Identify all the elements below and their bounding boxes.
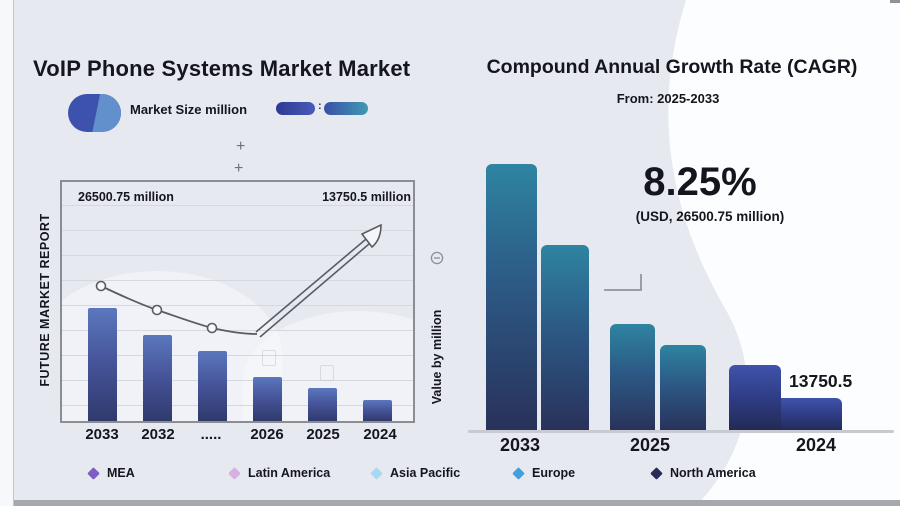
market-size-label: Market Size million [130,102,248,117]
trend-line-arrow [95,223,382,338]
watermark-icon [320,365,334,381]
cagr-title: Compound Annual Growth Rate (CAGR) [486,56,858,78]
ratio-pill-left-icon [276,102,315,115]
legend-item-mea: MEA [87,466,135,480]
legend-item-europe: Europe [512,466,576,480]
watermark-icon [262,350,276,366]
ratio-separator: : [318,100,322,112]
top-right-edge [890,0,900,3]
cagr-x-label-2025: 2025 [629,435,671,455]
cagr-bar-annotation: 13750.5 [789,371,853,391]
left-x-label-2026: 2026 [250,426,284,443]
left-x-label-2033: 2033 [85,426,119,443]
cagr-x-label-2024: 2024 [795,435,837,455]
cagr-value: 8.25% [643,160,757,204]
page-title: VoIP Phone Systems Market Market [33,56,411,81]
market-size-bar-..... [198,351,227,421]
legend-item-latin-america: Latin America [228,466,331,480]
legend-diamond-icon [87,466,100,480]
left-x-label-2025: 2025 [306,426,340,443]
gridline [62,305,413,306]
left-x-label-.....: ..... [200,426,222,443]
legend-label: Asia Pacific [390,466,461,480]
gridline [62,330,413,331]
cagr-bar-2024-secondary [781,398,842,432]
cagr-bar-2033-secondary [541,245,589,432]
left-edge-border [0,0,14,506]
market-size-bar-2025 [308,388,337,421]
gridline [62,355,413,356]
cagr-bar-2024-primary [729,365,781,432]
value-annotation-left: 26500.75 million [78,190,174,204]
brand-logo-accent [92,94,121,132]
market-size-bar-2024 [363,400,392,421]
legend-label: Europe [532,466,576,480]
value-annotation-right: 13750.5 million [322,190,411,204]
gridline [62,405,413,406]
corner-bracket-decoration [604,274,642,291]
value-axis-label: Value by million [430,309,444,405]
gridline [62,380,413,381]
legend-diamond-icon [650,466,663,480]
market-size-bar-2033 [88,308,117,421]
legend-item-north-america: North America [650,466,756,480]
ratio-pill-right-icon [324,102,368,115]
gridline [62,255,413,256]
left-x-label-2024: 2024 [363,426,397,443]
legend-diamond-icon [228,466,241,480]
left-x-label-2032: 2032 [141,426,175,443]
market-size-bar-2032 [143,335,172,421]
plus-mark-icon: + [234,160,244,177]
cagr-bar-2033-primary [486,164,537,432]
legend-diamond-icon [512,466,525,480]
cagr-x-label-2033: 2033 [499,435,541,455]
gridline [62,230,413,231]
minus-icon [430,251,444,265]
cagr-axis-line [468,430,894,433]
legend-diamond-icon [370,466,383,480]
bottom-edge-border [14,500,900,506]
gridline [62,280,413,281]
cagr-subtitle: From: 2025-2033 [616,91,720,106]
market-size-chart-panel: 26500.75 million 13750.5 million [60,180,415,423]
gridline [62,205,413,206]
cagr-basis: (USD, 26500.75 million) [635,209,785,224]
plus-mark-icon: + [236,138,246,155]
legend-item-asia-pacific: Asia Pacific [370,466,461,480]
side-watermark-label: FUTURE MARKET REPORT [38,213,52,387]
cagr-bar-2025-primary [610,324,655,432]
cagr-bar-2025-secondary [660,345,706,432]
legend-label: North America [670,466,756,480]
brand-logo-icon [68,94,121,132]
market-size-bar-2026 [253,377,282,421]
legend-label: MEA [107,466,135,480]
legend-label: Latin America [248,466,331,480]
